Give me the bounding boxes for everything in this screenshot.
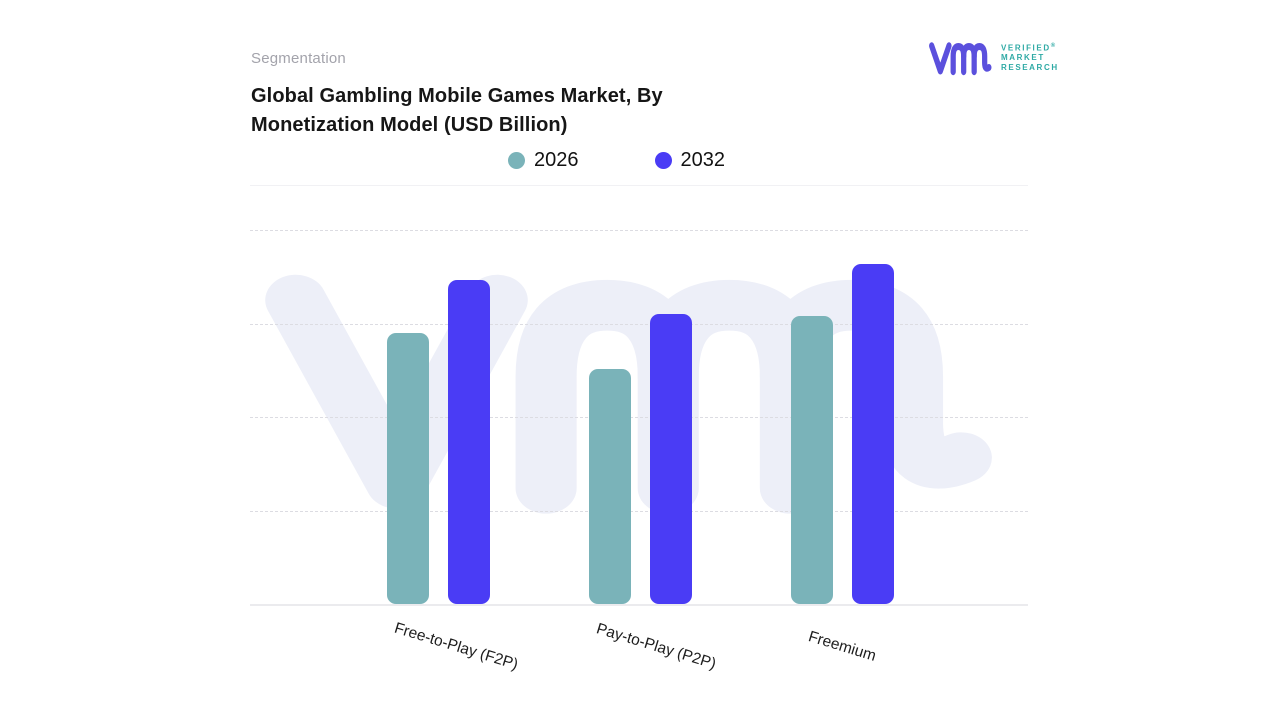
registered-mark: ® (1050, 42, 1056, 49)
bar-2026-pay-to-play-p2p (588, 369, 631, 604)
brand-logo-line3: RESEARCH (1001, 63, 1059, 73)
brand-logo: VERIFIED® MARKET RESEARCH (928, 36, 1059, 78)
y-gridline (250, 230, 1028, 231)
plot-area: Free-to-Play (F2P) Pay-to-Play (P2P) Freem… (250, 185, 1028, 673)
chart-title-line1: Global Gambling Mobile Games Market, By (251, 85, 663, 107)
legend-item-2032: 2032 (654, 149, 726, 172)
legend-label: 2032 (680, 149, 726, 171)
legend-swatch-icon (654, 152, 672, 169)
y-gridline (250, 417, 1028, 418)
brand-logo-text: VERIFIED® MARKET RESEARCH (1001, 41, 1059, 74)
legend-label: 2026 (534, 149, 579, 171)
chart-title: Global Gambling Mobile Games Market, By … (251, 82, 663, 140)
legend-swatch-icon (508, 152, 525, 169)
bar-2032-pay-to-play-p2p (649, 314, 692, 604)
eyebrow-segmentation: Segmentation (251, 50, 346, 67)
bar-2026-free-to-play-f2p (386, 333, 429, 604)
bar-2026-freemium (790, 316, 833, 604)
bar-2032-freemium (851, 264, 894, 604)
y-gridline (250, 323, 1028, 325)
brand-logo-line1: VERIFIED® (1001, 42, 1056, 53)
legend-item-2026: 2026 (508, 149, 579, 172)
brand-logo-line2: MARKET (1001, 53, 1045, 63)
x-axis-label: Freemium (806, 628, 878, 665)
chart-legend: 2026 2032 (508, 149, 725, 172)
x-axis-label: Free-to-Play (F2P) (392, 619, 520, 674)
x-axis-line (250, 604, 1028, 606)
x-axis-label: Pay-to-Play (P2P) (594, 620, 718, 673)
vmr-monogram-icon (929, 42, 992, 76)
chart-title-line2: Monetization Model (USD Billion) (251, 114, 568, 136)
y-gridline (250, 510, 1028, 512)
bar-2032-free-to-play-f2p (447, 280, 490, 604)
